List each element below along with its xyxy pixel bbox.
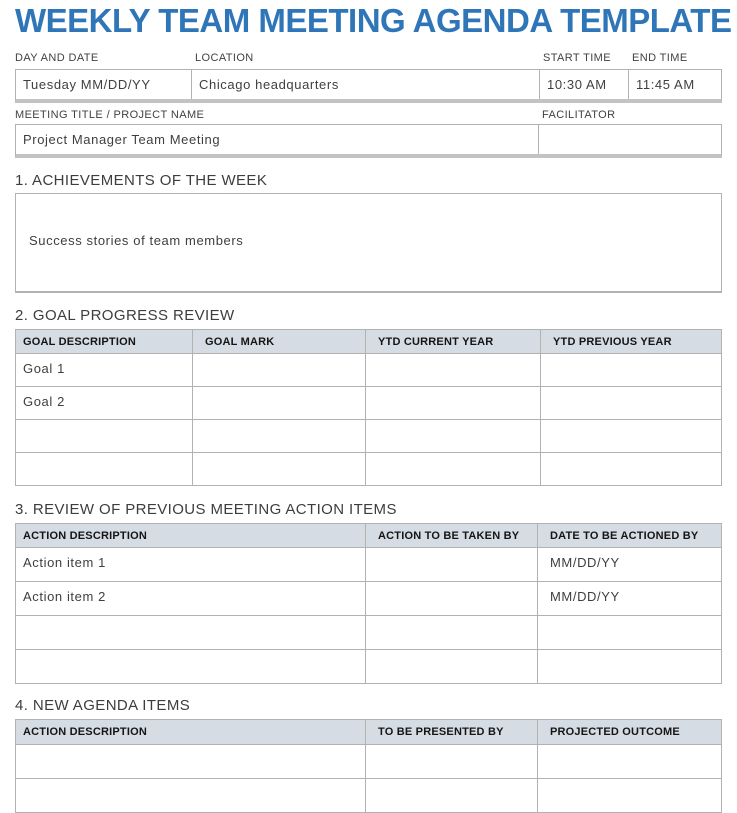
- table-header-row: GOAL DESCRIPTION GOAL MARK YTD CURRENT Y…: [16, 330, 721, 354]
- col-header-ytd-current-year: YTD CURRENT YEAR: [366, 330, 541, 353]
- cell-goal-description[interactable]: Goal 2: [16, 387, 193, 419]
- cell-meeting-title[interactable]: Project Manager Team Meeting: [16, 125, 539, 154]
- cell-location[interactable]: Chicago headquarters: [192, 70, 540, 99]
- col-header-goal-mark: GOAL MARK: [193, 330, 366, 353]
- new-agenda-table: ACTION DESCRIPTION TO BE PRESENTED BY PR…: [15, 719, 722, 813]
- table-header-row: ACTION DESCRIPTION ACTION TO BE TAKEN BY…: [16, 524, 721, 548]
- col-header-ytd-previous-year: YTD PREVIOUS YEAR: [553, 335, 672, 348]
- cell-ytd-current-year[interactable]: [366, 354, 541, 386]
- col-header-goal-description: GOAL DESCRIPTION: [16, 330, 193, 353]
- cell-ytd-previous-year[interactable]: [541, 420, 721, 452]
- table-row: Tuesday MM/DD/YY Chicago headquarters 10…: [16, 70, 721, 99]
- previous-actions-table: ACTION DESCRIPTION ACTION TO BE TAKEN BY…: [15, 523, 722, 684]
- cell-action-to-be-taken-by[interactable]: [366, 582, 538, 615]
- section-heading-new-agenda: 4. NEW AGENDA ITEMS: [15, 697, 191, 714]
- info-labels-row-2: MEETING TITLE / PROJECT NAME FACILITATOR: [15, 109, 722, 121]
- col-header-action-to-be-taken-by: ACTION TO BE TAKEN BY: [366, 524, 538, 547]
- cell-date-to-be-actioned-by[interactable]: MM/DD/YY: [550, 555, 620, 570]
- cell-ytd-previous-year[interactable]: [541, 387, 721, 419]
- cell-start-time[interactable]: 10:30 AM: [540, 70, 629, 99]
- cell-facilitator[interactable]: [539, 125, 721, 154]
- cell-action-description[interactable]: [16, 650, 366, 683]
- table-row: [16, 616, 721, 650]
- cell-action-to-be-taken-by[interactable]: [366, 616, 538, 649]
- col-header-action-description: ACTION DESCRIPTION: [16, 720, 366, 744]
- cell-goal-mark[interactable]: [193, 387, 366, 419]
- cell-date-to-be-actioned-by[interactable]: [538, 650, 721, 683]
- cell-ytd-current-year[interactable]: [366, 453, 541, 485]
- section-heading-achievements: 1. ACHIEVEMENTS OF THE WEEK: [15, 172, 268, 189]
- meeting-title-table: Project Manager Team Meeting: [15, 124, 722, 158]
- goal-progress-table: GOAL DESCRIPTION GOAL MARK YTD CURRENT Y…: [15, 329, 722, 486]
- label-end-time: END TIME: [632, 52, 688, 64]
- cell-ytd-previous-year[interactable]: [541, 354, 721, 386]
- table-header-row: ACTION DESCRIPTION TO BE PRESENTED BY PR…: [16, 720, 721, 745]
- col-header-projected-outcome: PROJECTED OUTCOME: [550, 726, 680, 738]
- cell-goal-mark[interactable]: [193, 453, 366, 485]
- label-start-time: START TIME: [543, 52, 611, 64]
- cell-goal-description[interactable]: [16, 453, 193, 485]
- table-row: [16, 650, 721, 683]
- info-labels-row-1: DAY AND DATE LOCATION START TIME END TIM…: [15, 52, 722, 64]
- table-row: [16, 453, 721, 485]
- cell-ytd-current-year[interactable]: [366, 387, 541, 419]
- cell-goal-description[interactable]: [16, 420, 193, 452]
- cell-goal-mark[interactable]: [193, 354, 366, 386]
- table-row: Action item 1 MM/DD/YY: [16, 548, 721, 582]
- table-row: Action item 2 MM/DD/YY: [16, 582, 721, 616]
- label-meeting-title: MEETING TITLE / PROJECT NAME: [15, 109, 205, 121]
- achievements-note-box[interactable]: Success stories of team members: [15, 193, 722, 293]
- cell-projected-outcome[interactable]: [538, 745, 721, 778]
- cell-action-to-be-taken-by[interactable]: [366, 548, 538, 581]
- cell-to-be-presented-by[interactable]: [366, 745, 538, 778]
- section-heading-previous-actions: 3. REVIEW OF PREVIOUS MEETING ACTION ITE…: [15, 501, 397, 518]
- table-row: Goal 1: [16, 354, 721, 387]
- col-header-action-description: ACTION DESCRIPTION: [16, 524, 366, 547]
- section-heading-goal-progress: 2. GOAL PROGRESS REVIEW: [15, 307, 235, 324]
- table-row: [16, 779, 721, 812]
- cell-ytd-previous-year[interactable]: [541, 453, 721, 485]
- label-facilitator: FACILITATOR: [542, 109, 616, 121]
- cell-action-description[interactable]: Action item 1: [16, 548, 366, 581]
- cell-end-time[interactable]: 11:45 AM: [636, 77, 695, 92]
- cell-day-and-date[interactable]: Tuesday MM/DD/YY: [16, 70, 192, 99]
- table-row: Goal 2: [16, 387, 721, 420]
- cell-action-description[interactable]: [16, 616, 366, 649]
- table-row: [16, 745, 721, 779]
- cell-action-description[interactable]: [16, 779, 366, 812]
- cell-to-be-presented-by[interactable]: [366, 779, 538, 812]
- cell-goal-description[interactable]: Goal 1: [16, 354, 193, 386]
- page-title: WEEKLY TEAM MEETING AGENDA TEMPLATE: [15, 2, 732, 39]
- cell-action-description[interactable]: [16, 745, 366, 778]
- table-row: Project Manager Team Meeting: [16, 125, 721, 154]
- cell-ytd-current-year[interactable]: [366, 420, 541, 452]
- cell-date-to-be-actioned-by[interactable]: [538, 616, 721, 649]
- col-header-to-be-presented-by: TO BE PRESENTED BY: [366, 720, 538, 744]
- cell-date-to-be-actioned-by[interactable]: MM/DD/YY: [550, 589, 620, 604]
- label-day-and-date: DAY AND DATE: [15, 52, 99, 64]
- cell-action-description[interactable]: Action item 2: [16, 582, 366, 615]
- cell-action-to-be-taken-by[interactable]: [366, 650, 538, 683]
- meeting-info-table: Tuesday MM/DD/YY Chicago headquarters 10…: [15, 69, 722, 103]
- table-row: [16, 420, 721, 453]
- label-location: LOCATION: [195, 52, 254, 64]
- cell-projected-outcome[interactable]: [538, 779, 721, 812]
- col-header-date-to-be-actioned-by: DATE TO BE ACTIONED BY: [550, 529, 699, 542]
- cell-goal-mark[interactable]: [193, 420, 366, 452]
